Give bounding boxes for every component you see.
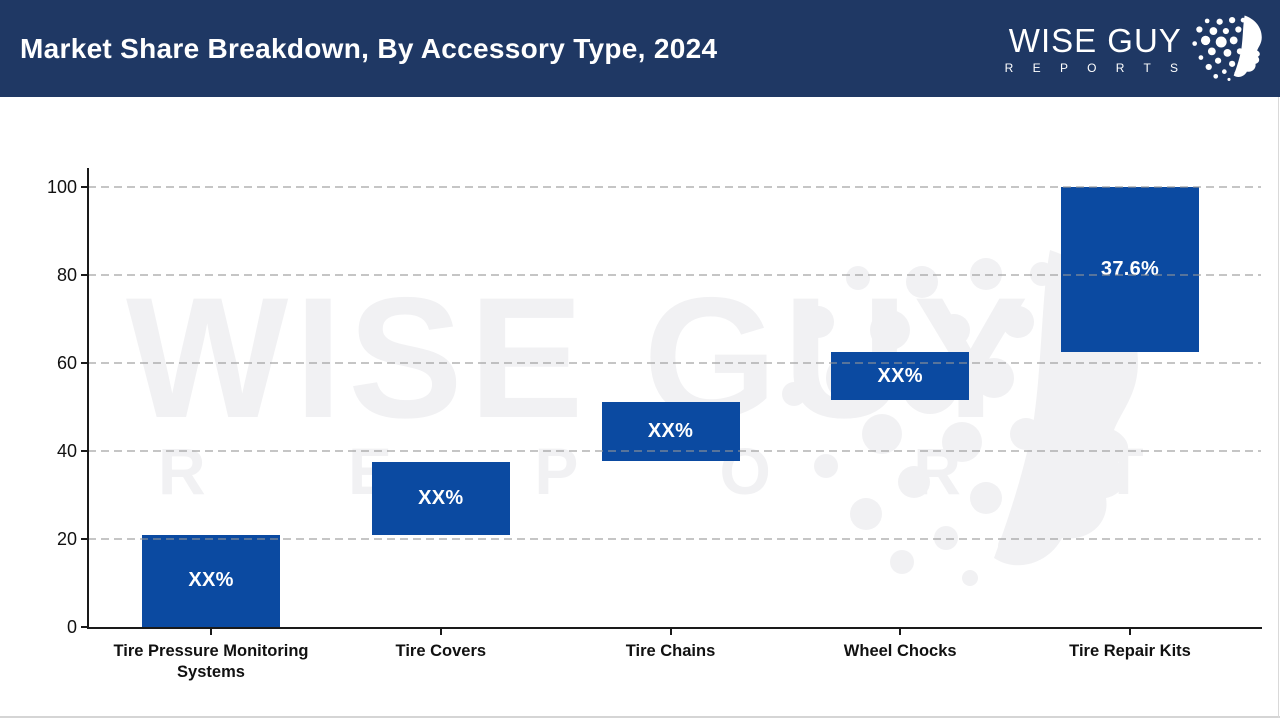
bar-2: XX% [371, 462, 510, 535]
bar-value-label: XX% [188, 569, 234, 592]
bar-value-label: XX% [647, 419, 694, 442]
bar-value-label: XX% [877, 364, 923, 387]
x-category-label-2: Tire Covers [395, 642, 487, 660]
y-tick-mark-40 [81, 450, 88, 452]
y-tick-label-80: 80 [56, 265, 77, 285]
y-tick-mark-20 [81, 538, 88, 540]
gridline-60 [88, 362, 1261, 364]
x-tick-mark-4 [899, 629, 902, 635]
header-bar: Market Share Breakdown, By Accessory Typ… [0, 0, 1280, 97]
y-tick-label-20: 20 [56, 529, 77, 549]
x-category-label-4: Wheel Chocks [843, 642, 957, 660]
y-tick-label-100: 100 [46, 177, 77, 197]
y-tick-label-0: 0 [66, 617, 77, 637]
right-divider [1278, 97, 1279, 718]
logo-subtext: R E P O R T S [1004, 61, 1186, 75]
bottom-divider [0, 716, 1280, 718]
y-tick-label-40: 40 [56, 441, 77, 461]
y-axis-line [87, 168, 89, 629]
logo-text: WISE GUY R E P O R T S [1005, 24, 1186, 74]
x-axis-line [87, 627, 1262, 629]
y-tick-mark-100 [81, 186, 88, 188]
y-tick-mark-80 [81, 274, 88, 276]
bar-1: XX% [142, 534, 280, 627]
x-category-label-5: Tire Repair Kits [1069, 642, 1191, 660]
x-tick-mark-5 [1129, 629, 1131, 635]
x-category-label-3: Tire Chains [625, 642, 716, 660]
gridline-100 [88, 186, 1261, 188]
logo-wordmark: WISE GUY [1008, 22, 1182, 59]
x-category-label-1: Tire Pressure Monitoring Systems [113, 642, 309, 682]
y-tick-mark-60 [81, 362, 88, 364]
bar-value-label: 37.6% [1100, 258, 1160, 281]
gridline-20 [88, 538, 1261, 540]
y-tick-label-60: 60 [56, 353, 77, 373]
logo-face-icon [1190, 9, 1268, 89]
wiseguy-logo: WISE GUY R E P O R T S [1005, 8, 1268, 90]
y-tick-mark-0 [81, 626, 88, 628]
bar-value-label: XX% [418, 486, 464, 509]
gridline-80 [88, 274, 1261, 276]
chart-title: Market Share Breakdown, By Accessory Typ… [20, 32, 718, 64]
x-tick-mark-2 [439, 629, 442, 635]
bar-5: 37.6% [1061, 187, 1199, 353]
x-tick-mark-1 [210, 629, 212, 635]
x-tick-mark-3 [669, 629, 672, 635]
gridline-40 [88, 450, 1261, 452]
bar-4: XX% [831, 352, 970, 401]
